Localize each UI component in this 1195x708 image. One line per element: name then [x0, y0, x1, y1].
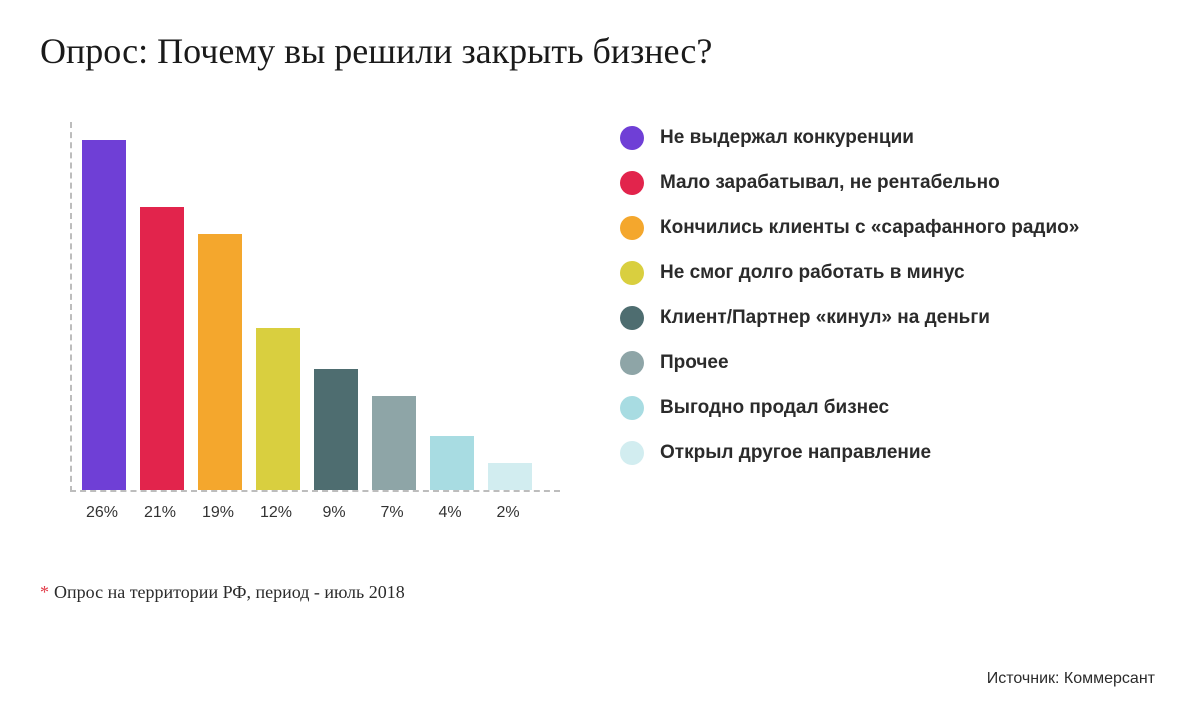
legend-item: Не смог долго работать в минус	[620, 261, 1079, 285]
source-text: Источник: Коммерсант	[987, 670, 1155, 688]
legend-label: Не выдержал конкуренции	[660, 127, 914, 149]
bar-chart: 26% 21% 19% 12% 9% 7% 4% 2%	[40, 122, 560, 542]
bar-label: 7%	[370, 504, 414, 522]
bar	[372, 396, 416, 490]
bar-label: 19%	[196, 504, 240, 522]
legend-item: Кончились клиенты с «сарафанного радио»	[620, 216, 1079, 240]
legend-marker	[620, 126, 644, 150]
bar	[82, 140, 126, 490]
bar	[314, 369, 358, 490]
legend: Не выдержал конкуренции Мало зарабатывал,…	[620, 122, 1079, 465]
legend-label: Клиент/Партнер «кинул» на деньги	[660, 307, 990, 329]
legend-item: Мало зарабатывал, не рентабельно	[620, 171, 1079, 195]
chart-plot	[70, 122, 560, 492]
bar	[256, 328, 300, 490]
bar-label: 26%	[80, 504, 124, 522]
bar	[198, 234, 242, 490]
legend-label: Выгодно продал бизнес	[660, 397, 889, 419]
legend-item: Не выдержал конкуренции	[620, 126, 1079, 150]
legend-marker	[620, 351, 644, 375]
legend-item: Выгодно продал бизнес	[620, 396, 1079, 420]
bar-label: 2%	[486, 504, 530, 522]
legend-label: Не смог долго работать в минус	[660, 262, 965, 284]
bar	[430, 436, 474, 490]
content-row: 26% 21% 19% 12% 9% 7% 4% 2% Не выдержал конкуре…	[40, 122, 1155, 542]
footnote-star: *	[40, 582, 49, 602]
legend-item: Прочее	[620, 351, 1079, 375]
legend-label: Прочее	[660, 352, 729, 374]
bar	[488, 463, 532, 490]
legend-marker	[620, 396, 644, 420]
legend-marker	[620, 261, 644, 285]
bars-container	[82, 122, 552, 490]
legend-marker	[620, 306, 644, 330]
legend-label: Кончились клиенты с «сарафанного радио»	[660, 217, 1079, 239]
legend-label: Открыл другое направление	[660, 442, 931, 464]
bar-label: 12%	[254, 504, 298, 522]
legend-marker	[620, 216, 644, 240]
legend-marker	[620, 171, 644, 195]
legend-item: Открыл другое направление	[620, 441, 1079, 465]
legend-label: Мало зарабатывал, не рентабельно	[660, 172, 1000, 194]
page-title: Опрос: Почему вы решили закрыть бизнес?	[40, 30, 1155, 72]
legend-item: Клиент/Партнер «кинул» на деньги	[620, 306, 1079, 330]
bar	[140, 207, 184, 490]
bar-label: 4%	[428, 504, 472, 522]
bar-labels-row: 26% 21% 19% 12% 9% 7% 4% 2%	[80, 504, 550, 522]
footnote-text: Опрос на территории РФ, период - июль 20…	[54, 582, 405, 602]
legend-marker	[620, 441, 644, 465]
bar-label: 9%	[312, 504, 356, 522]
bar-label: 21%	[138, 504, 182, 522]
footnote: *Опрос на территории РФ, период - июль 2…	[40, 582, 1155, 603]
